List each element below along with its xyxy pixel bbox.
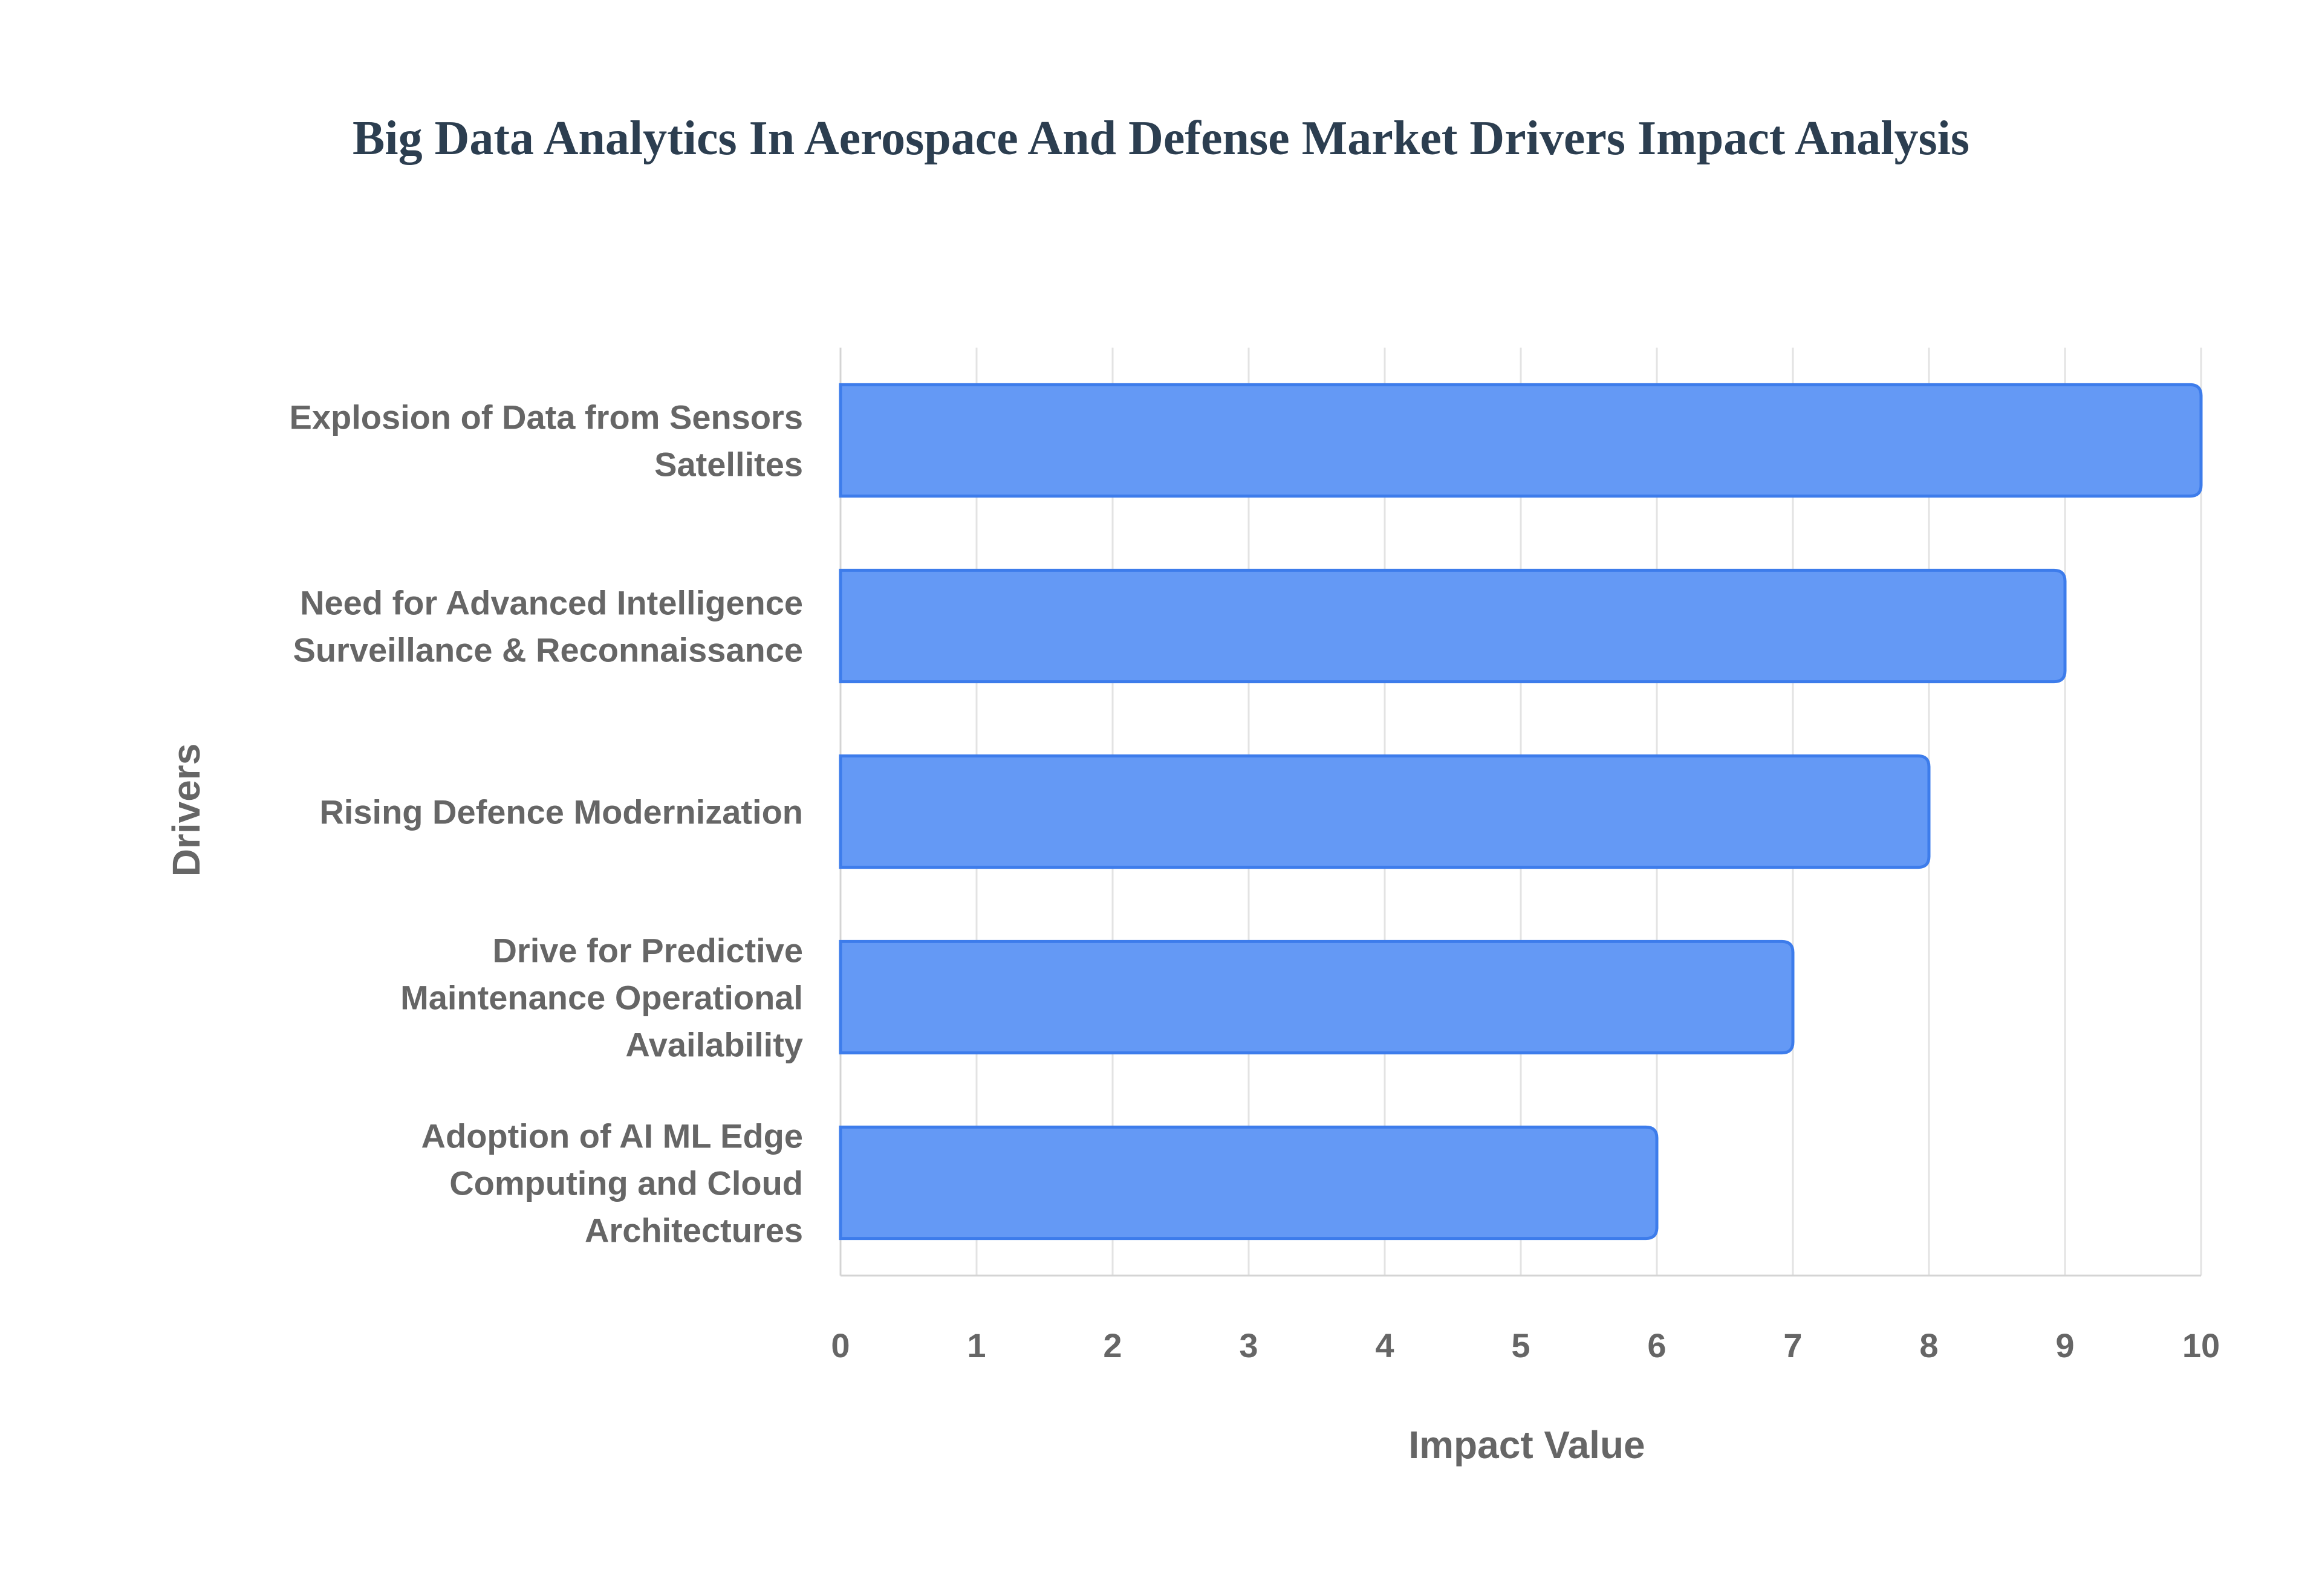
y-category-label: Architectures [585, 1212, 803, 1250]
bar-3 [839, 754, 1931, 869]
y-category-label: Need for Advanced Intelligence [300, 584, 803, 622]
y-category-label: Drive for Predictive [492, 932, 803, 970]
y-category-label: Computing and Cloud [449, 1164, 803, 1202]
y-category-label: Rising Defence Modernization [319, 793, 803, 831]
y-category-label: Explosion of Data from Sensors [290, 398, 804, 436]
y-axis-categories: Explosion of Data from Sensors Satellites… [290, 398, 804, 1250]
y-category-label: Maintenance Operational [400, 979, 803, 1017]
x-tick-label-3: 3 [1239, 1326, 1258, 1364]
bar-4 [839, 939, 1795, 1055]
x-tick-label-8: 8 [1919, 1326, 1938, 1364]
x-axis-title: Impact Value [1408, 1423, 1645, 1467]
x-tick-label-10: 10 [2182, 1326, 2220, 1364]
y-category-label: Surveillance & Reconnaissance [293, 631, 804, 669]
x-tick-label-9: 9 [2055, 1326, 2074, 1364]
x-tick-label-0: 0 [831, 1326, 850, 1364]
x-tick-label-1: 1 [967, 1326, 986, 1364]
x-tick-label-4: 4 [1375, 1326, 1394, 1364]
y-category-label: Adoption of AI ML Edge [421, 1117, 803, 1155]
chart-title: Big Data Analytics In Aerospace And Defe… [353, 112, 1969, 165]
bar-2 [839, 568, 2067, 684]
y-axis-title: Drivers [164, 744, 208, 877]
x-axis-ticks: 0 1 2 3 4 5 6 7 8 9 10 [831, 1326, 2220, 1364]
x-tick-label-5: 5 [1511, 1326, 1530, 1364]
bar-5 [839, 1125, 1659, 1241]
x-tick-label-6: 6 [1647, 1326, 1666, 1364]
y-category-label: Availability [625, 1026, 803, 1064]
bars [839, 383, 2203, 1241]
x-tick-label-7: 7 [1783, 1326, 1802, 1364]
bar-1 [839, 383, 2203, 498]
y-category-label: Satellites [654, 446, 803, 484]
x-tick-label-2: 2 [1103, 1326, 1122, 1364]
